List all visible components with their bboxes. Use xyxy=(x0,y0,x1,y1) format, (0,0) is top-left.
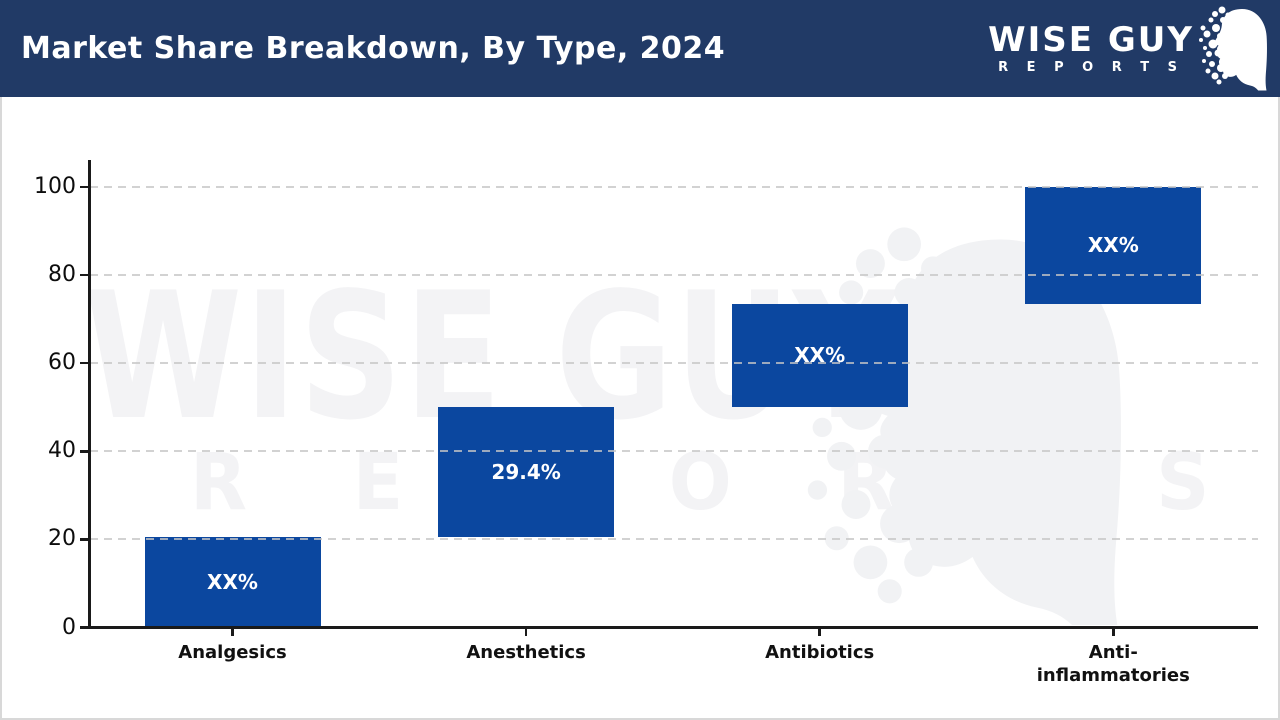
category-label: Antibiotics xyxy=(765,641,875,663)
brand-text: WISE GUY R E P O R T S xyxy=(988,23,1194,75)
y-tick-label: 60 xyxy=(48,350,76,376)
gridline xyxy=(89,186,1258,188)
brand-tagline: R E P O R T S xyxy=(998,59,1185,75)
y-tick-label: 100 xyxy=(34,174,76,199)
brand-logo: WISE GUY R E P O R T S xyxy=(988,0,1270,97)
category-label: Anti- inflammatories xyxy=(1036,641,1190,686)
gridline xyxy=(89,274,1258,277)
y-tick-label: 0 xyxy=(62,614,76,640)
gridline xyxy=(89,362,1258,365)
header: Market Share Breakdown, By Type, 2024 WI… xyxy=(0,0,1280,97)
brand-face-icon xyxy=(1199,6,1267,90)
y-tick xyxy=(80,538,88,541)
x-tick xyxy=(524,629,528,636)
bar-label: XX% xyxy=(1087,233,1139,258)
category-label: Anesthetics xyxy=(466,641,586,663)
y-tick xyxy=(80,450,88,453)
bar-label: 29.4% xyxy=(491,460,561,484)
bar xyxy=(144,536,321,628)
bar xyxy=(438,407,615,537)
x-axis xyxy=(88,626,1258,629)
y-tick xyxy=(80,361,88,365)
y-tick-label: 20 xyxy=(48,526,76,552)
y-axis xyxy=(88,160,91,629)
bar-label: XX% xyxy=(207,570,258,595)
x-tick xyxy=(818,629,821,636)
x-tick xyxy=(1112,629,1115,636)
chart-area: WISE GUY R E P O R T S 0 20 40 60 80 100 XX% An… xyxy=(0,97,1280,720)
y-tick xyxy=(80,626,88,629)
x-tick xyxy=(231,629,234,636)
y-tick xyxy=(80,185,88,189)
bar xyxy=(1025,187,1202,304)
page-title: Market Share Breakdown, By Type, 2024 xyxy=(21,31,726,66)
y-tick-label: 40 xyxy=(48,438,76,464)
gridline xyxy=(89,538,1258,541)
bar-label: XX% xyxy=(794,343,846,368)
y-tick xyxy=(80,273,88,277)
gridline xyxy=(89,450,1258,453)
y-tick-label: 80 xyxy=(48,262,76,288)
brand-name: WISE GUY xyxy=(988,19,1194,60)
category-label: Analgesics xyxy=(178,641,287,663)
bar xyxy=(731,303,908,408)
